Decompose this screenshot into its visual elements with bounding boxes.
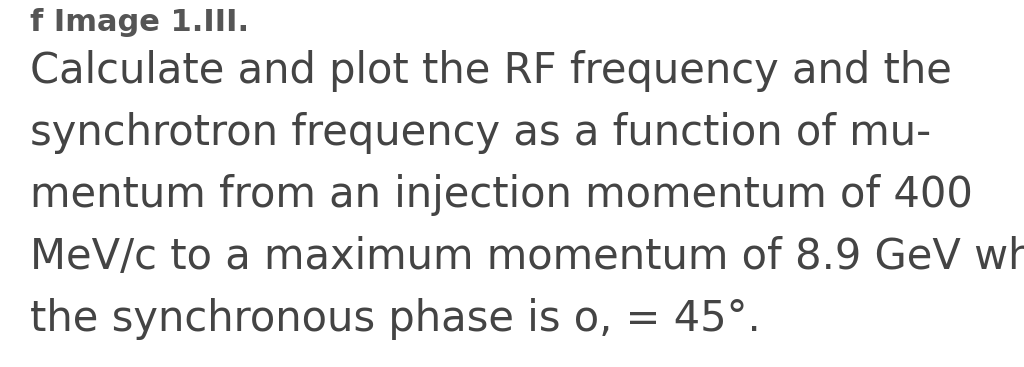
Text: mentum from an injection momentum of 400: mentum from an injection momentum of 400 [30, 174, 973, 216]
Text: MeV/c to a maximum momentum of 8.9 GeV while: MeV/c to a maximum momentum of 8.9 GeV w… [30, 236, 1024, 278]
Text: the synchronous phase is o, = 45°.: the synchronous phase is o, = 45°. [30, 298, 761, 340]
Text: Calculate and plot the RF frequency and the: Calculate and plot the RF frequency and … [30, 50, 952, 92]
Text: synchrotron frequency as a function of mu-: synchrotron frequency as a function of m… [30, 112, 931, 154]
Text: f Image 1.III.: f Image 1.III. [30, 8, 249, 37]
